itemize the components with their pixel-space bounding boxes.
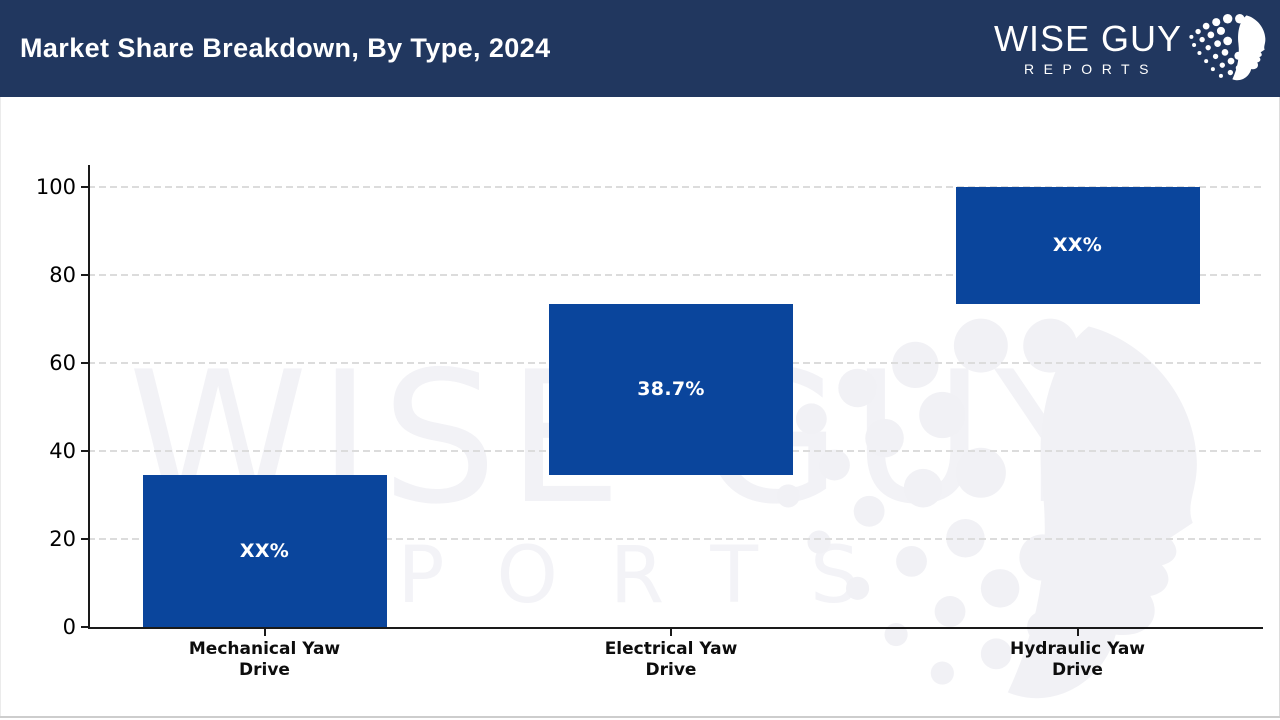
bar-value-label-1: XX%: [239, 539, 290, 562]
x-tick-mark-2: [670, 629, 672, 636]
y-tick-label-20: 20: [49, 526, 76, 551]
bar-value-label-3: XX%: [1052, 234, 1103, 257]
wiseguy-face-icon: [1189, 14, 1266, 81]
logo-wordmark: WISE GUY: [993, 18, 1182, 59]
bar-1: XX%: [142, 474, 387, 627]
wise-guy-reports-logo: WISE GUY REPORTS: [994, 6, 1268, 92]
y-tick-label-80: 80: [49, 262, 76, 287]
chart-area: WISE GUY REPORTS 0 20 40 60 80 100 XX% 38.7% XX%…: [0, 97, 1280, 720]
gridline-100: [88, 185, 1261, 188]
logo-subtext: REPORTS: [1024, 61, 1158, 77]
y-axis-line: [88, 165, 90, 629]
page-left-border: [0, 97, 1, 718]
x-category-label-1: Mechanical Yaw Drive: [188, 639, 341, 681]
x-category-label-2: Electrical Yaw Drive: [604, 639, 738, 681]
bar-3: XX%: [955, 186, 1200, 305]
header: Market Share Breakdown, By Type, 2024 WI…: [0, 0, 1280, 97]
y-tick-mark-40: [81, 449, 89, 452]
y-tick-mark-100: [81, 185, 89, 188]
logo-text: WISE GUY REPORTS: [993, 18, 1182, 78]
y-tick-mark-20: [81, 537, 89, 540]
y-tick-mark-0: [81, 626, 89, 628]
gridline-20: [88, 537, 1261, 540]
y-tick-mark-60: [81, 361, 89, 364]
x-axis-line: [88, 627, 1263, 629]
x-tick-mark-3: [1076, 629, 1079, 636]
x-category-label-3: Hydraulic Yaw Drive: [1009, 639, 1145, 681]
y-tick-label-0: 0: [62, 615, 76, 639]
gridline-80: [88, 273, 1261, 276]
y-tick-label-40: 40: [49, 438, 76, 463]
page-title: Market Share Breakdown, By Type, 2024: [20, 33, 551, 63]
y-tick-mark-80: [81, 273, 89, 276]
page-bottom-border: [0, 716, 1280, 718]
plot: 0 20 40 60 80 100 XX% 38.7% XX% Mechanical Yaw Dr…: [0, 97, 1280, 720]
bar-value-label-2: 38.7%: [637, 378, 705, 401]
x-tick-mark-1: [263, 629, 266, 636]
y-tick-label-60: 60: [49, 350, 76, 375]
y-tick-label-100: 100: [35, 174, 76, 199]
bar-2: 38.7%: [549, 304, 793, 475]
